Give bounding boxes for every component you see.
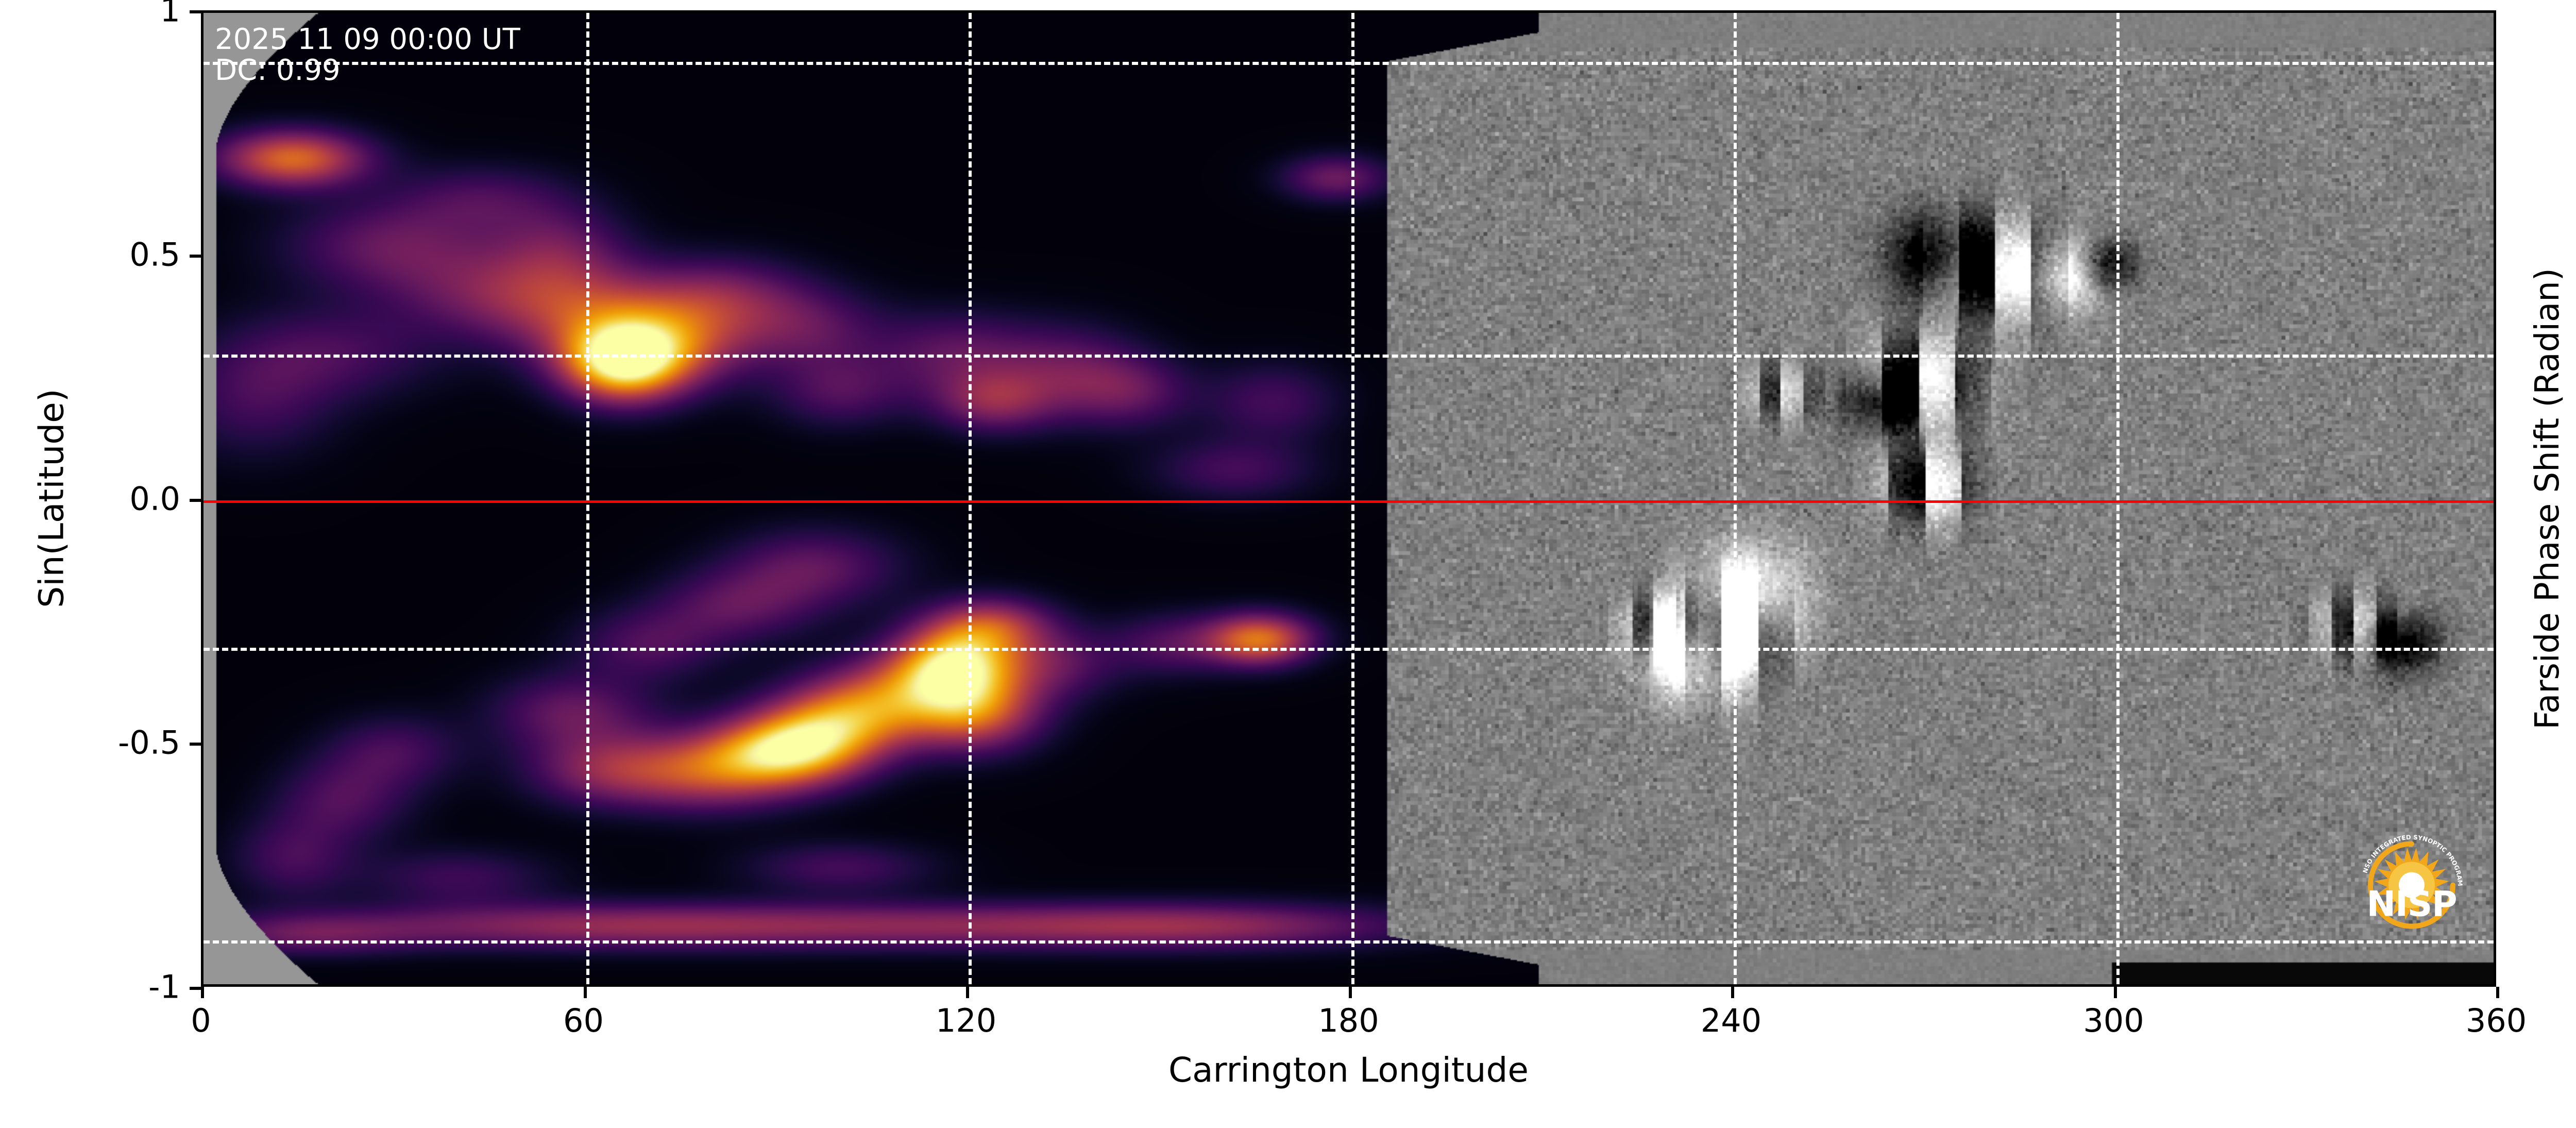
farside-colorbar-title: Farside Phase Shift (Radian) bbox=[2529, 267, 2567, 730]
y-tick-label: -0.5 bbox=[118, 723, 180, 762]
x-tick-label: 300 bbox=[2083, 1002, 2144, 1039]
x-tick bbox=[2113, 987, 2117, 998]
y-tick bbox=[190, 498, 201, 502]
y-tick bbox=[190, 987, 201, 990]
timestamp-label: 2025 11 09 00:00 UT bbox=[215, 23, 520, 56]
y-tick bbox=[190, 254, 201, 258]
x-tick bbox=[2496, 987, 2499, 998]
synoptic-map-image bbox=[204, 13, 2494, 984]
duty-cycle-label: DC: 0.99 bbox=[215, 54, 341, 88]
x-tick-label: 60 bbox=[563, 1002, 604, 1039]
x-tick bbox=[1348, 987, 1352, 998]
y-tick-label: 0.0 bbox=[129, 480, 180, 517]
x-tick bbox=[966, 987, 969, 998]
y-tick-label: 1 bbox=[160, 0, 180, 29]
map-canvas-wrapper bbox=[204, 13, 2494, 984]
x-tick-label: 360 bbox=[2465, 1002, 2527, 1039]
y-axis-title: Sin(Latitude) bbox=[31, 389, 72, 608]
x-tick bbox=[201, 987, 204, 998]
y-tick bbox=[190, 743, 201, 746]
y-tick bbox=[190, 10, 201, 13]
synoptic-map-axes: 2025 11 09 00:00 UT DC: 0.99 NISP NSO IN… bbox=[201, 10, 2496, 987]
x-tick bbox=[583, 987, 587, 998]
annotation-block: 2025 11 09 00:00 UT DC: 0.99 bbox=[215, 24, 520, 87]
y-tick-label: -1 bbox=[148, 968, 180, 1006]
x-tick-label: 240 bbox=[1700, 1002, 1762, 1039]
x-tick-label: 0 bbox=[191, 1002, 211, 1039]
x-tick bbox=[1731, 987, 1734, 998]
y-tick-label: 0.5 bbox=[129, 235, 180, 274]
x-tick-label: 180 bbox=[1318, 1002, 1379, 1039]
x-tick-label: 120 bbox=[935, 1002, 997, 1039]
x-axis-title: Carrington Longitude bbox=[1168, 1050, 1529, 1090]
